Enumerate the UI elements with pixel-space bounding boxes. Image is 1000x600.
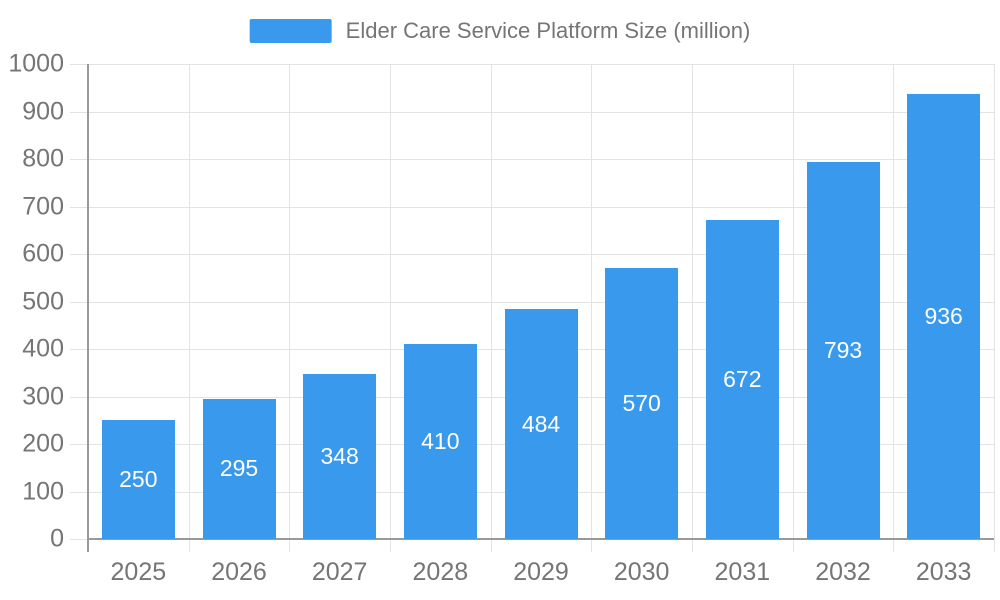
legend-label: Elder Care Service Platform Size (millio… (345, 18, 751, 43)
bar: 570 (605, 268, 679, 539)
x-tick-label: 2029 (513, 558, 569, 586)
bar: 250 (101, 420, 175, 539)
bar-value-label: 348 (320, 442, 359, 469)
legend-item[interactable]: Elder Care Service Platform Size (millio… (249, 18, 751, 43)
y-tick-label: 400 (22, 334, 64, 363)
bar: 936 (907, 94, 981, 539)
x-gridline (490, 64, 492, 552)
y-gridline (70, 254, 994, 255)
x-gridline (591, 64, 593, 552)
y-gridline (70, 301, 994, 303)
x-tick-label: 2030 (613, 558, 670, 586)
x-tick-label: 2027 (311, 558, 368, 586)
y-gridline (70, 206, 994, 208)
x-axis-line (88, 538, 994, 540)
bar-value-label: 672 (723, 365, 762, 392)
y-tick-label: 0 (50, 524, 64, 553)
bar-value-label: 484 (521, 410, 561, 437)
bar-value-label: 410 (421, 428, 460, 455)
x-tick-label: 2028 (412, 558, 469, 586)
bar-value-label: 250 (119, 466, 158, 493)
bar: 672 (705, 219, 779, 539)
x-gridline (188, 64, 190, 552)
y-tick-label: 600 (22, 239, 64, 268)
bar: 484 (504, 309, 578, 539)
bar-value-label: 295 (219, 455, 259, 482)
y-axis-line (87, 64, 89, 552)
x-tick-label: 2025 (110, 558, 167, 586)
legend-swatch (249, 19, 332, 43)
y-tick-label: 800 (22, 144, 64, 173)
bar: 410 (403, 344, 477, 539)
x-gridline (692, 64, 693, 552)
y-gridline (70, 64, 994, 65)
y-tick-label: 1000 (8, 49, 64, 78)
y-tick-label: 200 (22, 429, 64, 458)
bar-value-label: 793 (823, 337, 863, 364)
y-tick-label: 700 (22, 192, 64, 220)
x-tick-label: 2026 (211, 558, 267, 586)
x-gridline (893, 64, 895, 552)
y-tick-label: 900 (22, 97, 64, 125)
x-tick-label: 2033 (915, 558, 972, 586)
y-tick-label: 500 (22, 287, 64, 315)
x-gridline (994, 64, 995, 552)
x-gridline (792, 64, 794, 552)
bar-value-label: 570 (622, 390, 661, 417)
bar: 295 (202, 398, 276, 539)
x-gridline (390, 64, 391, 552)
bar-value-label: 936 (924, 303, 963, 330)
x-tick-label: 2032 (815, 558, 871, 586)
bar: 793 (806, 162, 880, 539)
x-gridline (289, 64, 291, 552)
y-gridline (70, 159, 994, 160)
x-tick-label: 2031 (714, 558, 771, 586)
y-tick-label: 300 (22, 382, 64, 410)
y-tick-label: 100 (22, 477, 64, 505)
y-gridline (70, 111, 994, 113)
bar: 348 (303, 373, 377, 539)
